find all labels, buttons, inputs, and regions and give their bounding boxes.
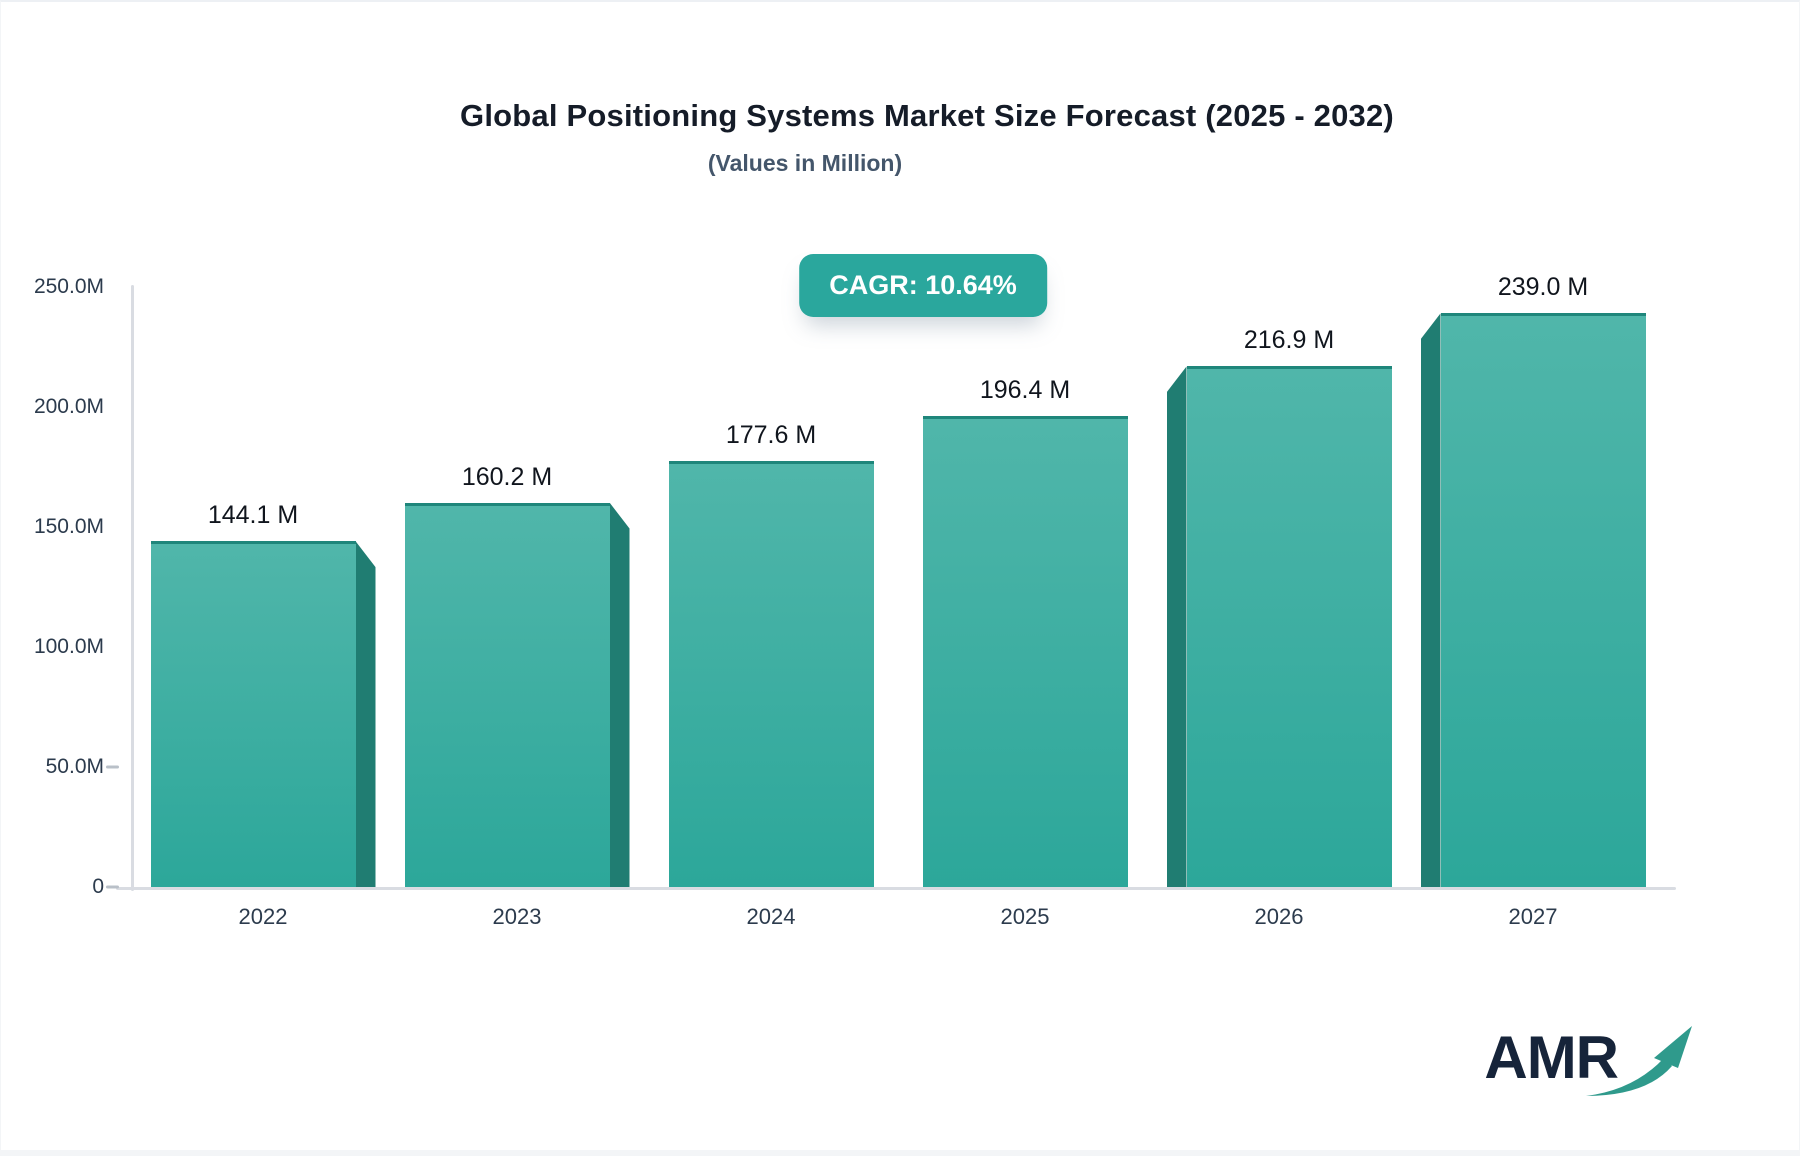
x-axis-label-2025: 2025 [1000, 904, 1050, 929]
x-axis-label-2027: 2027 [1508, 904, 1558, 929]
amr-logo-text: AMR [1484, 1024, 1619, 1091]
y-axis-tick-label: 200.0M [33, 395, 104, 418]
bar-3d-side-2023 [609, 502, 630, 887]
cagr-badge: CAGR: 10.64% [799, 254, 1047, 317]
bar-2026 [1186, 366, 1392, 887]
y-axis-tick-label: 0 [92, 875, 104, 898]
x-axis-label-2024: 2024 [746, 904, 796, 929]
bar-2022 [150, 541, 356, 887]
growth-arrow-icon [1586, 1026, 1692, 1096]
bar-3d-side-2022 [355, 541, 376, 887]
y-axis-line [131, 285, 134, 891]
y-axis-tick-label: 250.0M [33, 275, 104, 298]
bar-3d-side-2026 [1166, 366, 1187, 887]
bar-value-label-2023: 160.2 M [461, 462, 553, 491]
bar-value-label-2024: 177.6 M [725, 420, 817, 449]
bar-3d-side-2027 [1420, 313, 1441, 887]
y-axis-tick-label: 50.0M [45, 755, 104, 778]
y-axis-tick-mark [106, 765, 119, 769]
x-axis-label-2022: 2022 [238, 904, 288, 929]
bar-value-label-2025: 196.4 M [979, 375, 1071, 404]
y-axis-tick-label: 100.0M [33, 635, 104, 658]
bar-2023 [404, 502, 610, 887]
chart-title: Global Positioning Systems Market Size F… [460, 98, 1394, 133]
bar-2025 [922, 415, 1128, 887]
bar-value-label-2027: 239.0 M [1497, 273, 1589, 302]
y-axis-tick-label: 150.0M [33, 515, 104, 538]
bar-2024 [668, 460, 874, 887]
y-axis-tick-mark [106, 885, 119, 889]
bar-value-label-2026: 216.9 M [1243, 326, 1335, 355]
x-axis-line [116, 887, 1676, 890]
chart-subtitle: (Values in Million) [707, 150, 903, 176]
x-axis-label-2026: 2026 [1254, 904, 1304, 929]
x-axis-label-2023: 2023 [492, 904, 542, 929]
bar-2027 [1440, 313, 1646, 887]
amr-logo: AMR [1484, 1024, 1699, 1102]
bar-value-label-2022: 144.1 M [207, 501, 299, 530]
